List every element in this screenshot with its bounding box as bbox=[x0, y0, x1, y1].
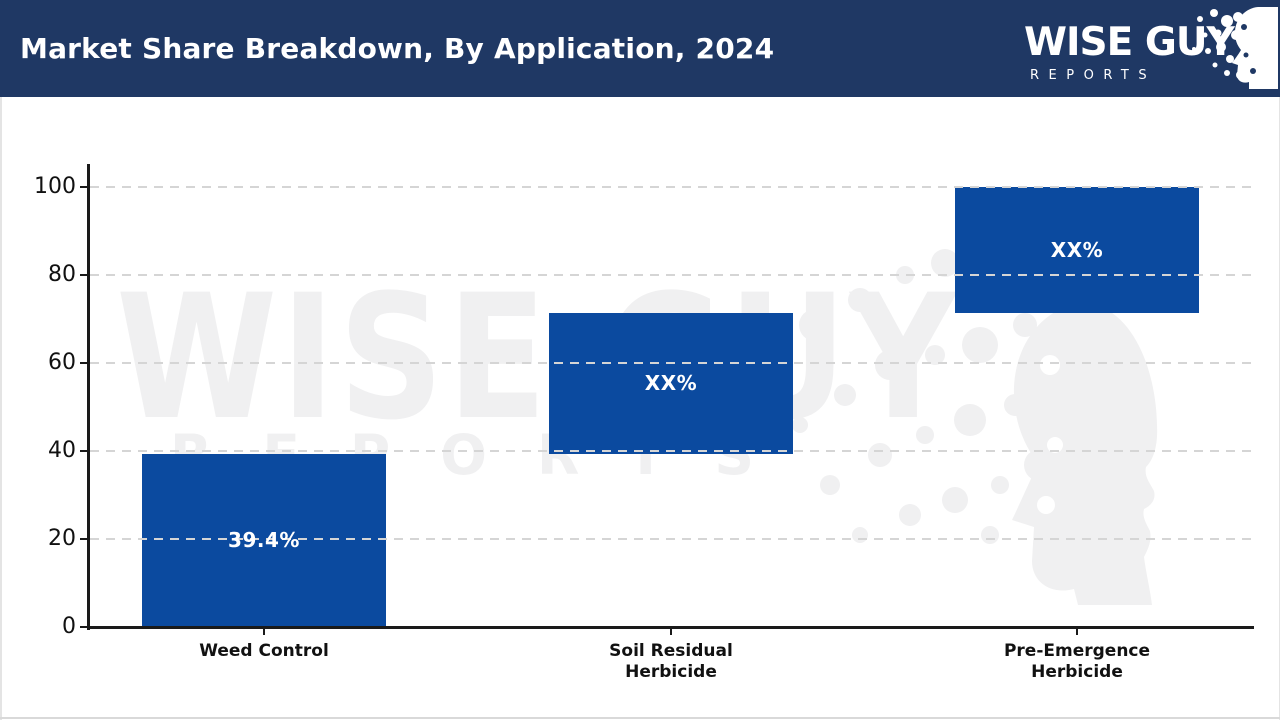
logo-reports-text: REPORTS bbox=[1030, 68, 1156, 83]
page-bottom-border bbox=[0, 717, 1280, 719]
y-tick-label: 80 bbox=[48, 262, 76, 287]
x-tick-mark bbox=[670, 628, 673, 635]
logo-face-cutout-dots bbox=[1241, 24, 1256, 74]
logo-face-icon bbox=[1232, 7, 1278, 89]
category-label: Weed Control bbox=[199, 641, 329, 661]
x-axis-line bbox=[87, 626, 1254, 629]
watermark-wise-guy-text: WISE GUY bbox=[116, 257, 960, 458]
page-title: Market Share Breakdown, By Application, … bbox=[20, 32, 775, 65]
logo-dots bbox=[1192, 9, 1244, 79]
category-label: Soil Residual Herbicide bbox=[609, 641, 733, 682]
logo-wise-guy-text: WISE GUY bbox=[1024, 20, 1236, 65]
bar-value-label: 39.4% bbox=[228, 528, 300, 553]
y-tick-label: 40 bbox=[48, 438, 76, 463]
y-tick-label: 20 bbox=[48, 526, 76, 551]
y-axis-line bbox=[87, 164, 90, 630]
bar-value-label: XX% bbox=[1050, 238, 1104, 263]
y-tick-mark bbox=[80, 626, 89, 629]
x-tick-mark bbox=[1076, 628, 1079, 635]
gridline-40 bbox=[90, 450, 1253, 452]
y-tick-mark bbox=[80, 274, 89, 277]
y-tick-mark bbox=[80, 186, 89, 189]
bar-segment bbox=[142, 453, 386, 627]
bar-segment bbox=[549, 313, 793, 454]
plot-area: 0 20 40 60 80 100 39.4% Weed Control XX% Soil Res… bbox=[0, 97, 1280, 720]
y-tick-mark bbox=[80, 538, 89, 541]
gridline-80 bbox=[90, 274, 1253, 276]
page-right-border bbox=[1278, 97, 1280, 720]
y-tick-label: 60 bbox=[48, 350, 76, 375]
gridline-20 bbox=[90, 538, 1253, 540]
wise-guy-reports-logo: WISE GUY REPORTS bbox=[1024, 7, 1278, 89]
bar-value-label: XX% bbox=[644, 371, 698, 396]
gridline-100 bbox=[90, 186, 1253, 188]
y-tick-mark bbox=[80, 362, 89, 365]
page-left-border bbox=[0, 97, 2, 720]
x-tick-mark bbox=[263, 628, 266, 635]
y-tick-label: 0 bbox=[62, 614, 76, 639]
y-tick-label: 100 bbox=[34, 174, 76, 199]
bar-segment bbox=[955, 187, 1199, 314]
y-tick-mark bbox=[80, 450, 89, 453]
watermark-dotted-face-icon bbox=[760, 249, 1158, 605]
gridline-60 bbox=[90, 362, 1253, 364]
category-label: Pre-Emergence Herbicide bbox=[1003, 641, 1151, 682]
header-bar: Market Share Breakdown, By Application, … bbox=[0, 0, 1280, 97]
